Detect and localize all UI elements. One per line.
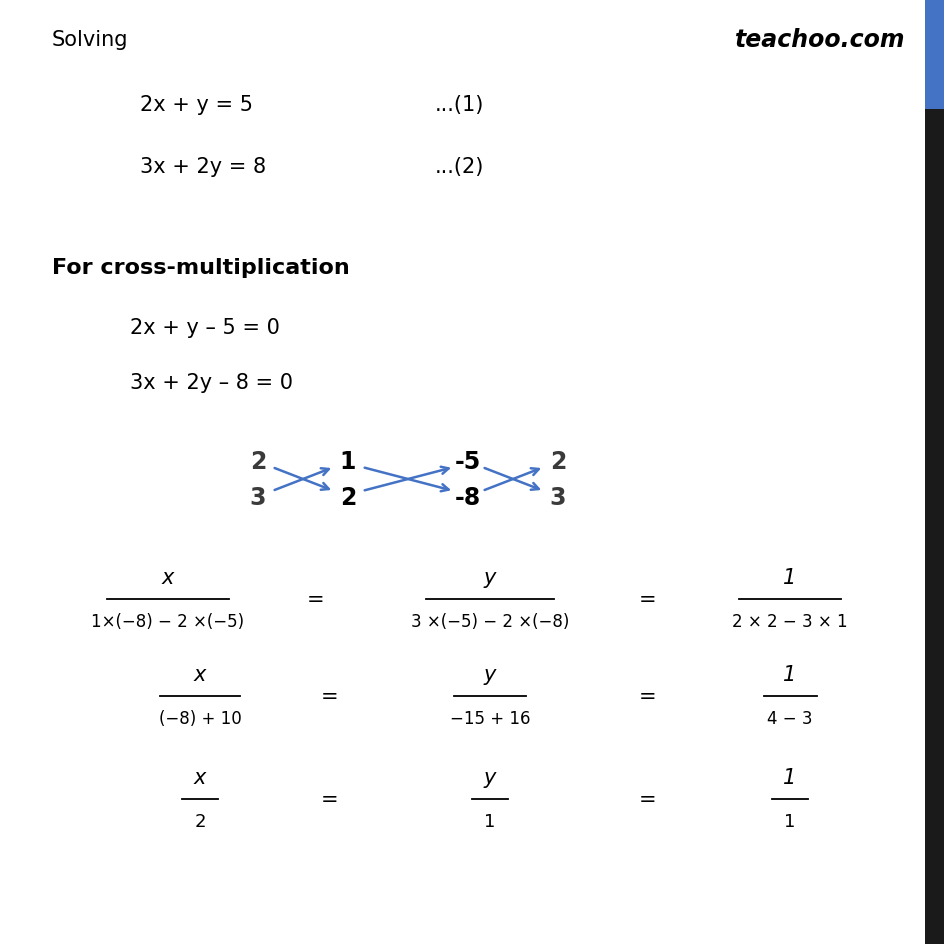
Text: 1: 1 [783, 567, 796, 587]
Bar [924, 110, 944, 944]
Text: =: = [307, 589, 325, 610]
Text: 3x + 2y = 8: 3x + 2y = 8 [140, 157, 266, 177]
Text: y: y [483, 567, 496, 587]
Text: 2 × 2 − 3 × 1: 2 × 2 − 3 × 1 [732, 613, 847, 631]
Text: 3: 3 [549, 485, 565, 510]
Text: x: x [161, 567, 174, 587]
Text: =: = [638, 589, 656, 610]
Text: 1: 1 [783, 767, 796, 787]
Text: For cross-multiplication: For cross-multiplication [52, 258, 349, 278]
Text: y: y [483, 665, 496, 684]
Text: −15 + 16: −15 + 16 [449, 709, 530, 727]
Text: (−8) + 10: (−8) + 10 [159, 709, 241, 727]
Text: 2x + y – 5 = 0: 2x + y – 5 = 0 [130, 318, 279, 338]
Bar [924, 0, 944, 110]
Text: 1: 1 [484, 812, 496, 830]
Text: 1: 1 [340, 449, 356, 474]
Text: ...(2): ...(2) [434, 157, 484, 177]
Text: y: y [483, 767, 496, 787]
Text: 4 − 3: 4 − 3 [767, 709, 812, 727]
Text: =: = [321, 789, 339, 809]
Text: 2: 2 [340, 485, 356, 510]
Text: 2: 2 [194, 812, 206, 830]
Text: teachoo.com: teachoo.com [733, 28, 904, 52]
Text: Solving: Solving [52, 30, 128, 50]
Text: -5: -5 [454, 449, 480, 474]
Text: 1×(−8) − 2 ×(−5): 1×(−8) − 2 ×(−5) [92, 613, 244, 631]
Text: 2: 2 [549, 449, 565, 474]
Text: 3: 3 [249, 485, 266, 510]
Text: -8: -8 [454, 485, 480, 510]
Text: 1: 1 [783, 665, 796, 684]
Text: 2: 2 [249, 449, 266, 474]
Text: =: = [638, 686, 656, 706]
Text: 1: 1 [784, 812, 795, 830]
Text: x: x [194, 767, 206, 787]
Text: 2x + y = 5: 2x + y = 5 [140, 95, 253, 115]
Text: 3x + 2y – 8 = 0: 3x + 2y – 8 = 0 [130, 373, 293, 393]
Text: x: x [194, 665, 206, 684]
Text: ...(1): ...(1) [434, 95, 484, 115]
Text: =: = [321, 686, 339, 706]
Text: =: = [638, 789, 656, 809]
Text: 3 ×(−5) − 2 ×(−8): 3 ×(−5) − 2 ×(−8) [411, 613, 568, 631]
